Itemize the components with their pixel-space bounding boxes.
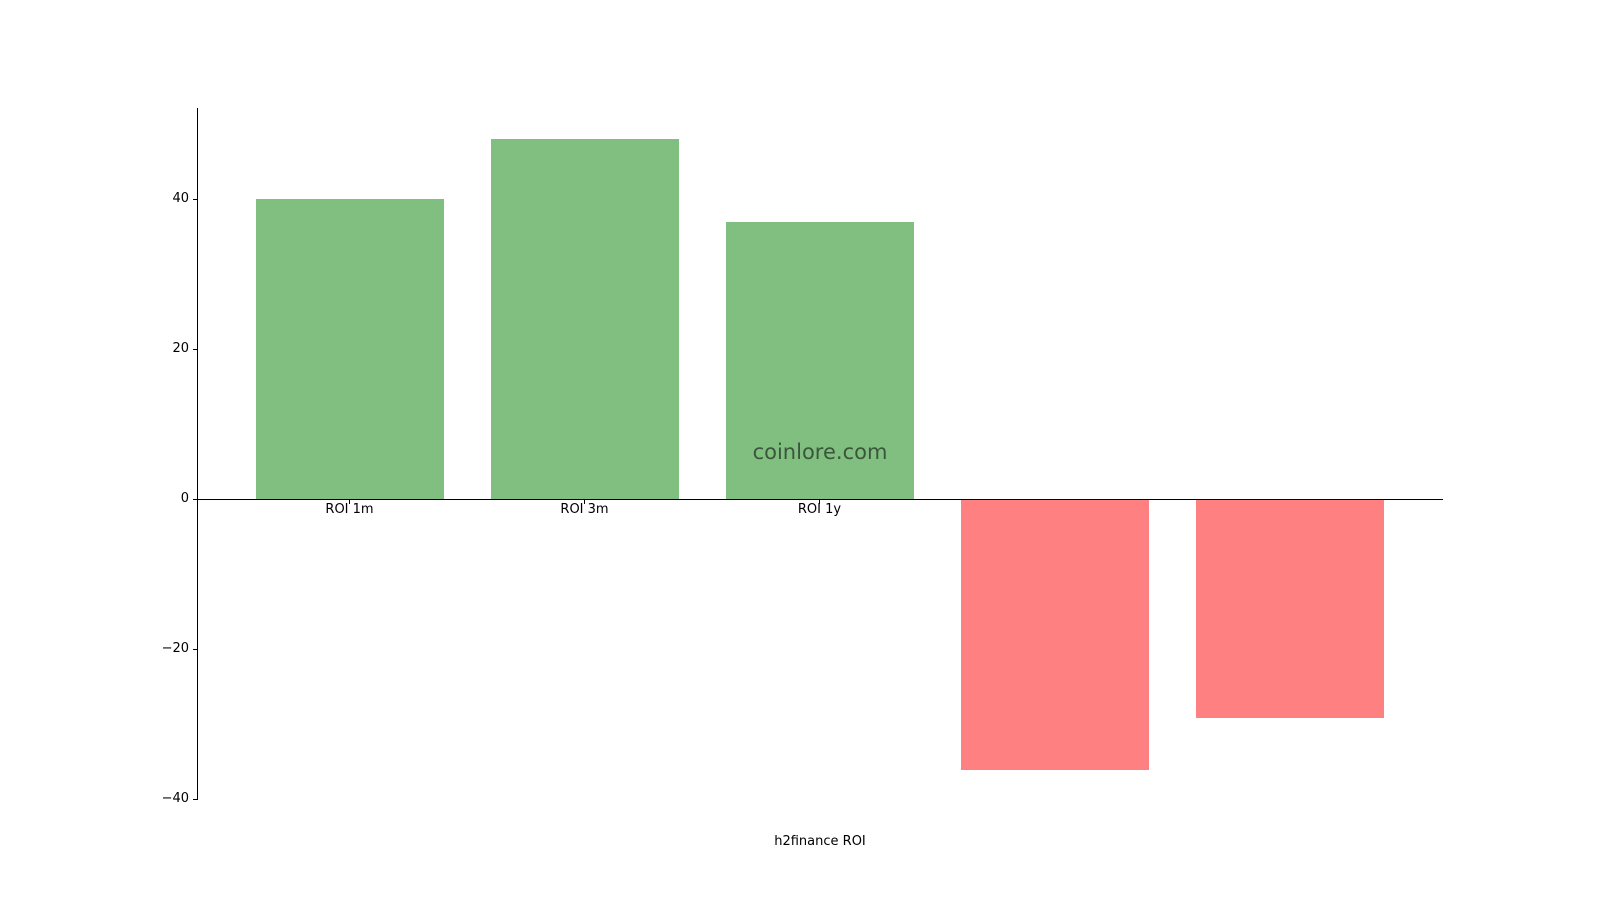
bar-negative-4: [1195, 500, 1384, 718]
bar-roi-1m: [255, 199, 444, 499]
y-tick-mark: [193, 799, 197, 800]
y-tick-label: 0: [180, 491, 189, 506]
y-tick-label: 20: [172, 341, 189, 356]
x-tick-mark: [819, 500, 820, 504]
bar-roi-1y: [725, 221, 914, 499]
x-axis-title: h2finance ROI: [774, 834, 866, 849]
bar-negative-3: [960, 500, 1149, 770]
y-tick-mark: [193, 349, 197, 350]
y-tick-label: 40: [172, 191, 189, 206]
y-tick-mark: [193, 199, 197, 200]
x-tick-mark: [584, 500, 585, 504]
watermark-text: coinlore.com: [752, 440, 888, 464]
x-tick-label: ROI 1y: [797, 502, 842, 517]
y-axis-line: [197, 108, 198, 800]
bar-roi-3m: [490, 139, 679, 499]
x-tick-label: ROI 3m: [560, 502, 609, 517]
x-axis-line: [197, 499, 1443, 500]
y-tick-mark: [193, 649, 197, 650]
x-tick-label: ROI 1m: [325, 502, 374, 517]
x-tick-mark: [349, 500, 350, 504]
y-tick-mark: [193, 499, 197, 500]
y-tick-label: −20: [161, 641, 189, 656]
y-tick-label: −40: [161, 791, 189, 806]
